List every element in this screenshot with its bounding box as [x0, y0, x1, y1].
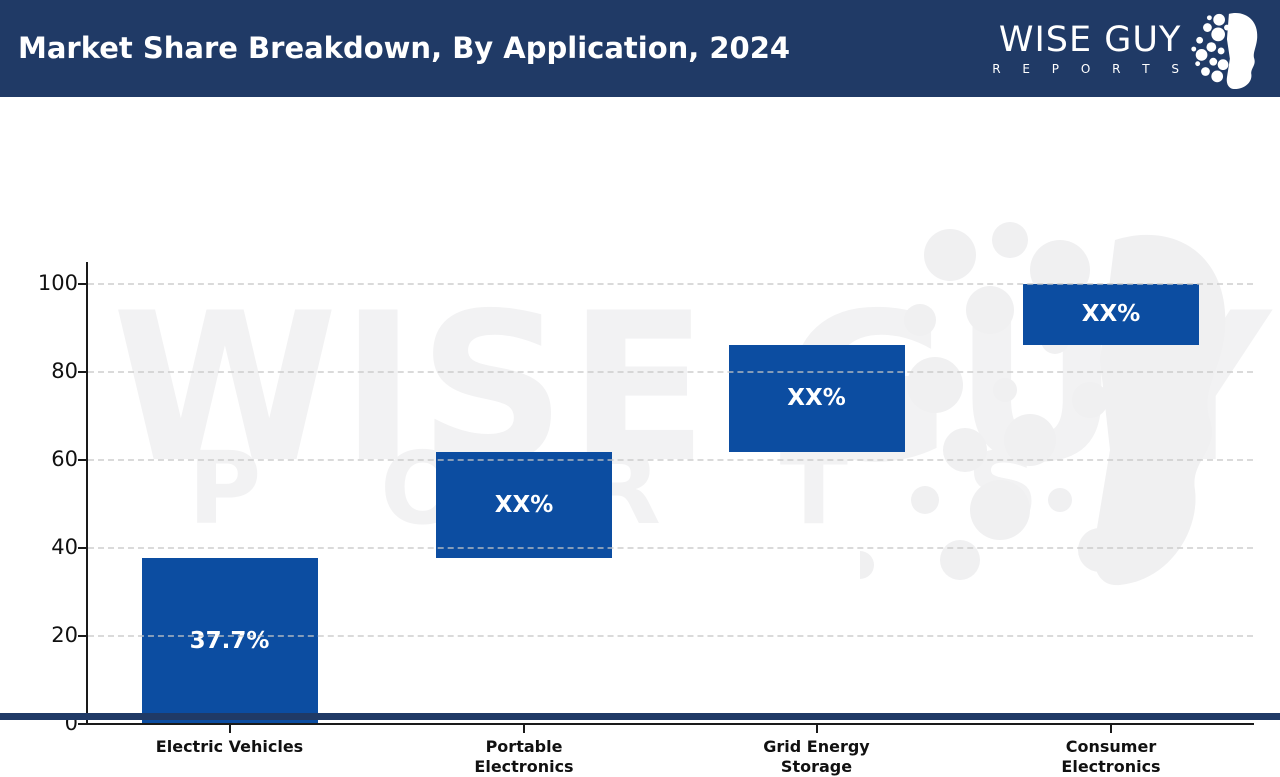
bar-segment-1: XX%	[436, 451, 612, 558]
bar-segment-2: XX%	[728, 344, 905, 452]
gridline-80	[88, 370, 1253, 373]
x-category-label-2: Grid Energy Storage	[763, 737, 870, 776]
x-tick-mark-3	[1110, 725, 1112, 733]
bar-value-label: 37.7%	[189, 627, 270, 654]
y-tick-label-80: 80	[51, 358, 78, 383]
bar-value-label: XX%	[1081, 301, 1141, 328]
y-axis-line	[86, 262, 88, 725]
gridline-100	[88, 282, 1253, 285]
brand-name: WISE GUY	[998, 20, 1182, 60]
y-tick-mark-20	[78, 634, 87, 637]
footer-bar	[0, 713, 1280, 720]
y-tick-label-20: 20	[51, 622, 78, 647]
gridline-40	[88, 546, 1253, 549]
x-category-label-1: Portable Electronics	[474, 737, 574, 776]
bar-segment-0: 37.7%	[141, 557, 318, 724]
bar-segment-3: XX%	[1023, 283, 1199, 345]
bar-value-label: XX%	[494, 491, 554, 518]
y-tick-mark-80	[78, 370, 87, 373]
header-bar: Market Share Breakdown, By Application, …	[0, 0, 1280, 97]
y-tick-mark-100	[78, 282, 87, 285]
gridline-60	[88, 458, 1253, 461]
brand-logo: WISE GUY R E P O R T S	[992, 6, 1266, 92]
x-category-label-0: Electric Vehicles	[155, 737, 304, 756]
brand-subname: R E P O R T S	[992, 62, 1188, 76]
y-tick-mark-60	[78, 458, 87, 461]
x-tick-mark-0	[228, 725, 231, 733]
y-tick-label-40: 40	[51, 534, 78, 559]
y-tick-label-100: 100	[37, 270, 78, 295]
brand-face-icon	[1191, 13, 1258, 90]
chart-area: 37.7% XX% XX% XX% 0 20 40 60 80 100 Electric Veh…	[0, 97, 1280, 776]
bar-value-label: XX%	[787, 385, 846, 412]
x-category-label-3: Consumer Electronics	[1061, 737, 1161, 776]
x-tick-mark-2	[815, 725, 818, 733]
x-tick-mark-1	[523, 725, 525, 733]
page-title: Market Share Breakdown, By Application, …	[18, 31, 791, 65]
y-tick-mark-40	[78, 546, 87, 549]
brand-logo-text: WISE GUY R E P O R T S	[992, 20, 1188, 76]
gridline-20	[88, 634, 1253, 637]
y-tick-mark-0	[78, 722, 87, 725]
y-tick-label-60: 60	[51, 446, 78, 471]
x-axis-line	[86, 723, 1254, 725]
